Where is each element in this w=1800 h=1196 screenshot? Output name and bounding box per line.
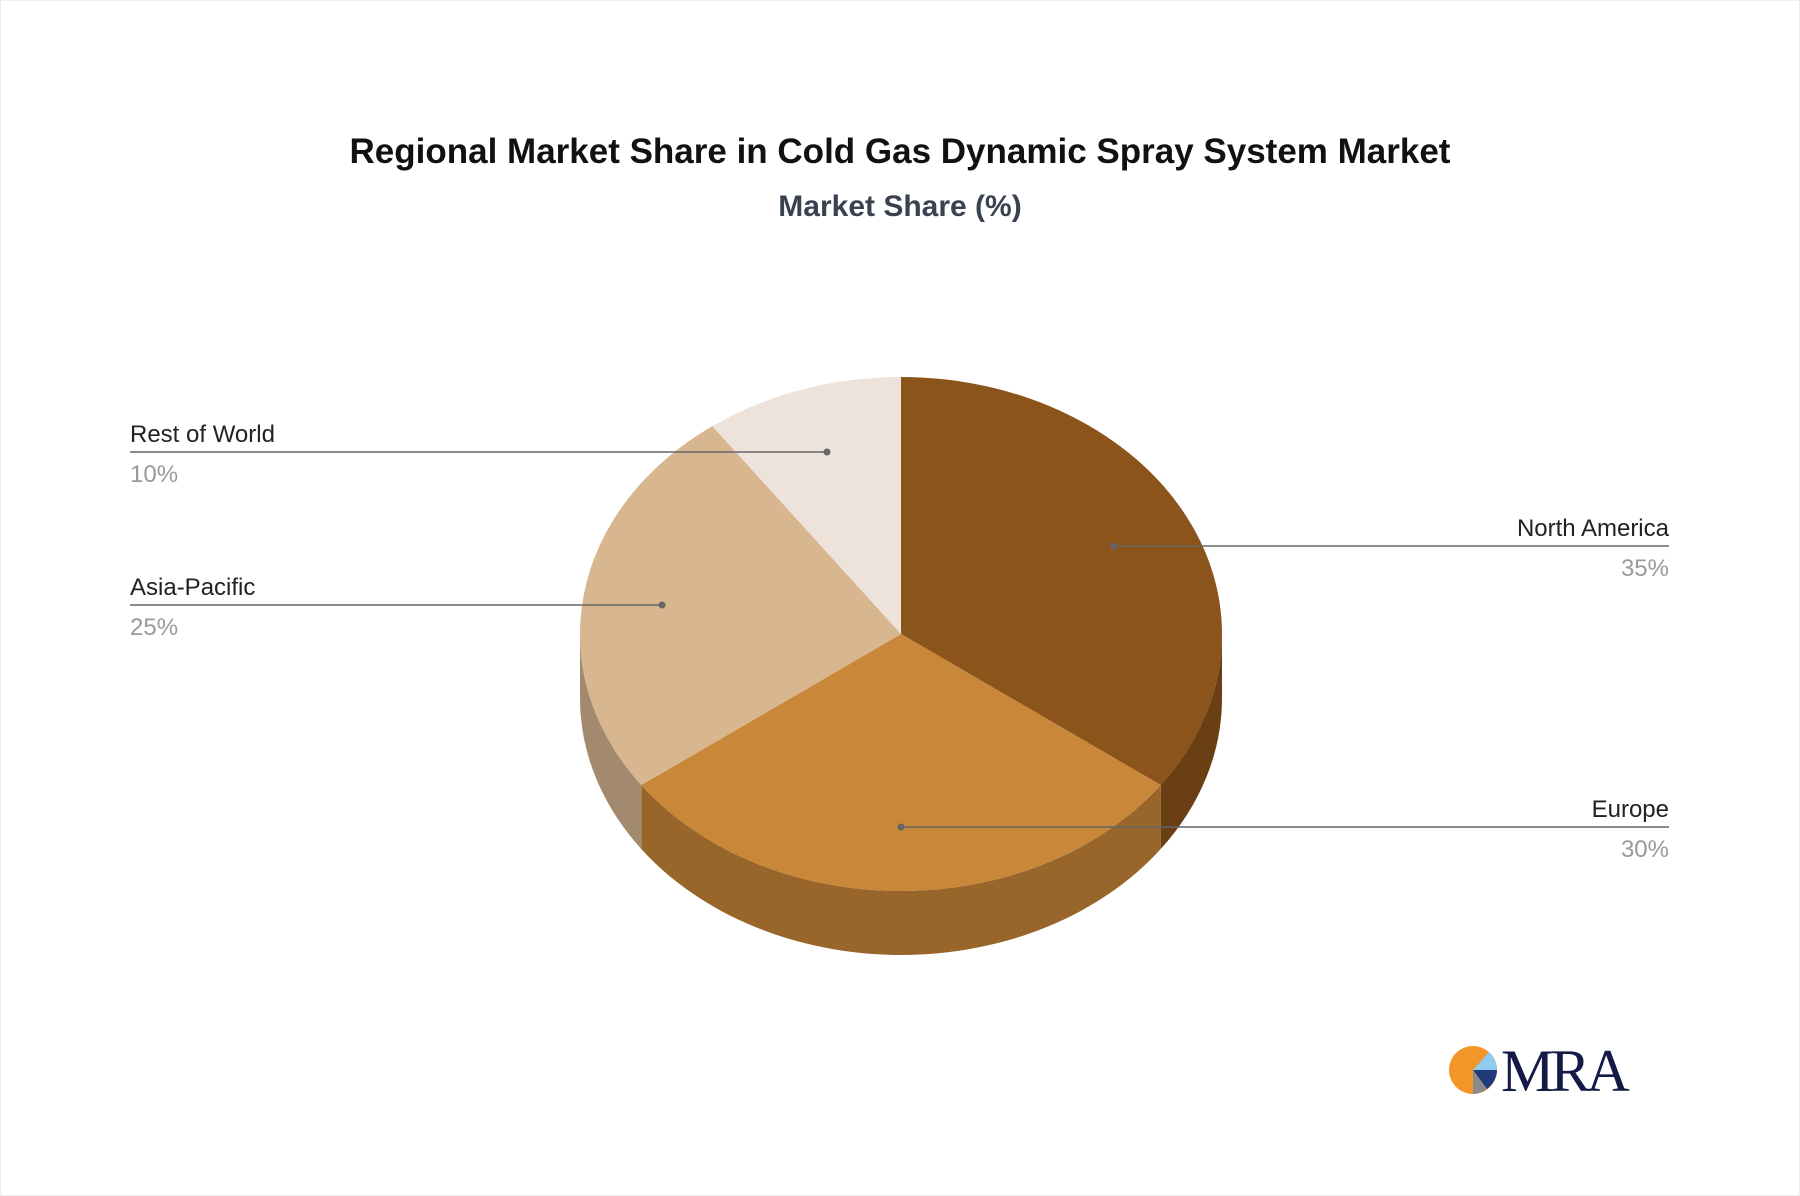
svg-text:MRA: MRA <box>1501 1038 1629 1104</box>
slice-label-rest-of-world: Rest of World <box>130 421 275 448</box>
slice-value-asia-pacific: 25% <box>130 614 178 641</box>
chart-subtitle: Market Share (%) <box>778 190 1022 223</box>
slice-value-rest-of-world: 10% <box>130 461 178 488</box>
pie-side-europe <box>641 785 1161 956</box>
slice-value-north-america: 35% <box>1621 555 1669 582</box>
slice-label-north-america: North America <box>1517 515 1670 542</box>
pie-side-north-america <box>1160 634 1222 850</box>
leader-dot-rest-of-world <box>823 448 831 456</box>
pie-side-asia-pacific <box>580 634 642 850</box>
pie-slice-north-america <box>901 377 1222 786</box>
leader-dot-north-america <box>1110 542 1118 550</box>
slice-label-europe: Europe <box>1592 796 1669 823</box>
pie-slice-asia-pacific <box>580 426 901 786</box>
pie-slice-rest-of-world <box>712 377 901 634</box>
leader-dot-europe <box>897 823 905 831</box>
slice-label-asia-pacific: Asia-Pacific <box>130 574 255 601</box>
slice-value-europe: 30% <box>1621 836 1669 863</box>
mra-logo: MRA <box>1449 1038 1633 1104</box>
chart-title: Regional Market Share in Cold Gas Dynami… <box>349 132 1451 171</box>
leader-dot-asia-pacific <box>658 601 666 609</box>
